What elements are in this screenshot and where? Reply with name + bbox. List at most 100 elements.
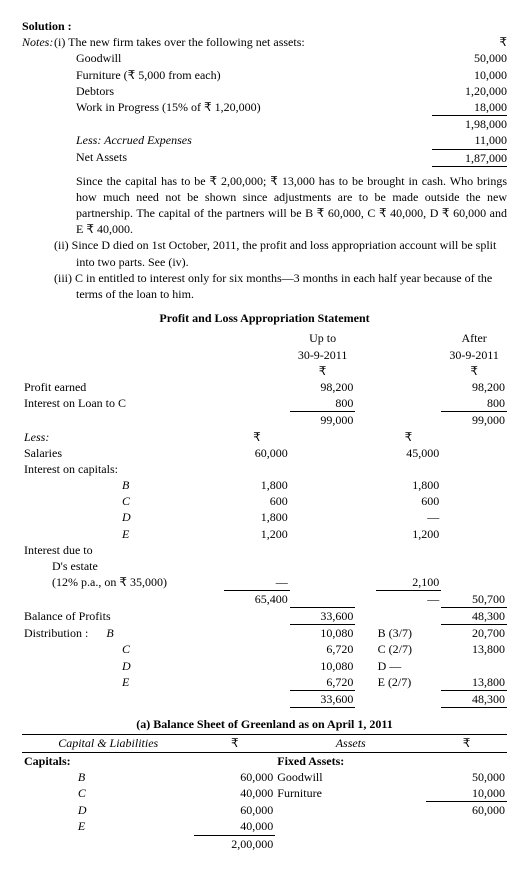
capD1: 1,800: [224, 509, 290, 525]
dD1: 10,080: [290, 658, 356, 674]
capE2: 1,200: [376, 526, 442, 542]
dB2: 20,700: [441, 625, 507, 642]
pl-table: Up to After 30-9-2011 30-9-2011 ₹ ₹ Profit …: [22, 330, 507, 708]
bs-Cv: 40,000: [194, 785, 275, 802]
bs-fatot: 60,000: [426, 802, 507, 819]
item-furniture: Furniture (₹ 5,000 from each): [76, 67, 432, 83]
bs-Dv: 60,000: [194, 802, 275, 819]
bs-fa: Fixed Assets:: [275, 752, 426, 769]
profit-label: Profit earned: [22, 379, 224, 395]
bal-label: Balance of Profits: [22, 608, 224, 625]
dist-label: Distribution :: [24, 626, 88, 640]
capE1: 1,200: [224, 526, 290, 542]
dD2l: D —: [376, 658, 442, 674]
rupee-icon: ₹: [376, 429, 442, 445]
item-wip: Work in Progress (15% of ₹ 1,20,000): [76, 99, 432, 115]
net-value: 1,87,000: [432, 149, 507, 167]
bs-Bv: 60,000: [194, 769, 275, 785]
dB2l: B (3/7): [376, 625, 442, 642]
bs-Ev: 40,000: [194, 818, 275, 835]
dE2l: E (2/7): [376, 674, 442, 691]
bs-fu: Furniture: [275, 785, 426, 802]
profit2: 98,200: [441, 379, 507, 395]
intc1: 800: [290, 395, 356, 412]
dtot1: 33,600: [290, 691, 356, 708]
capB1: 1,800: [224, 477, 290, 493]
intdue2: 2,100: [376, 574, 442, 591]
dD: D: [22, 658, 224, 674]
bs-fuv: 10,000: [426, 785, 507, 802]
intdue-label: Interest due to: [22, 542, 224, 558]
bal2: 48,300: [441, 608, 507, 625]
intdue-label2: D's estate: [22, 558, 224, 574]
subtotal: 1,98,000: [432, 115, 507, 132]
less-value: 11,000: [432, 132, 507, 148]
pl-title: Profit and Loss Appropriation Statement: [22, 310, 507, 326]
dC2l: C (2/7): [376, 641, 442, 657]
bs-B: B: [76, 769, 195, 785]
sub2: 99,000: [441, 412, 507, 429]
dC2: 13,800: [441, 641, 507, 657]
capD2: —: [376, 509, 442, 525]
totless1: 65,400: [224, 591, 290, 608]
dE: E: [22, 674, 224, 691]
intc-label: Interest on Loan to C: [22, 395, 224, 412]
item-goodwill: Goodwill: [76, 50, 432, 66]
note2: (ii) Since D died on 1st October, 2011, …: [22, 237, 507, 269]
bs-hr1: ₹: [194, 735, 275, 752]
rupee-icon: ₹: [224, 429, 290, 445]
note3: (iii) C in entitled to interest only for…: [22, 270, 507, 302]
bs-gw: Goodwill: [275, 769, 426, 785]
sal-label: Salaries: [22, 445, 224, 461]
dtot2: 48,300: [441, 691, 507, 708]
pl-h2b: 30-9-2011: [441, 347, 507, 363]
less: Less:: [22, 429, 224, 445]
totless2: —: [376, 591, 442, 608]
totless2b: 50,700: [441, 591, 507, 608]
dB1: 10,080: [290, 625, 356, 642]
pl-h1b: 30-9-2011: [290, 347, 356, 363]
pl-h1: Up to: [290, 330, 356, 346]
dE2: 13,800: [441, 674, 507, 691]
bal1: 33,600: [290, 608, 356, 625]
sub1: 99,000: [290, 412, 356, 429]
solution-heading: Solution :: [22, 18, 507, 34]
bs-ha: Assets: [275, 735, 426, 752]
cap-label: Interest on capitals:: [22, 461, 224, 477]
notes-label: Notes:: [22, 34, 54, 50]
dD2: [441, 658, 507, 674]
bs-table: Capital & Liabilities ₹ Assets ₹ Capital…: [22, 734, 507, 851]
val-wip: 18,000: [432, 99, 507, 115]
note1-intro: (i) The new firm takes over the followin…: [54, 34, 432, 50]
less-label: Less: Accrued Expenses: [76, 133, 192, 147]
capD: D: [22, 509, 224, 525]
intdue-label3: (12% p.a., on ₹ 35,000): [22, 574, 224, 591]
capC2: 600: [376, 493, 442, 509]
rupee-icon: ₹: [290, 363, 356, 379]
net-label: Net Assets: [76, 149, 432, 167]
val-furniture: 10,000: [432, 67, 507, 83]
bs-D: D: [76, 802, 195, 819]
bs-E: E: [76, 818, 195, 835]
note1-para: Since the capital has to be ₹ 2,00,000; …: [22, 173, 507, 238]
dC: C: [22, 641, 224, 657]
bs-tot: 2,00,000: [194, 835, 275, 852]
pl-h2: After: [441, 330, 507, 346]
rupee-icon: ₹: [441, 363, 507, 379]
profit1: 98,200: [290, 379, 356, 395]
sal1: 60,000: [224, 445, 290, 461]
intdue1: —: [224, 574, 290, 591]
capB2: 1,800: [376, 477, 442, 493]
capC1: 600: [224, 493, 290, 509]
bs-hcl: Capital & Liabilities: [22, 735, 194, 752]
rupee-symbol: ₹: [432, 34, 507, 50]
sal2: 45,000: [376, 445, 442, 461]
capB: B: [22, 477, 224, 493]
capE: E: [22, 526, 224, 542]
bs-title: (a) Balance Sheet of Greenland as on Apr…: [22, 716, 507, 732]
bs-caplabel: Capitals:: [22, 752, 194, 769]
intc2: 800: [441, 395, 507, 412]
dB: B: [106, 626, 113, 640]
bs-gwv: 50,000: [426, 769, 507, 785]
bs-C: C: [76, 785, 195, 802]
